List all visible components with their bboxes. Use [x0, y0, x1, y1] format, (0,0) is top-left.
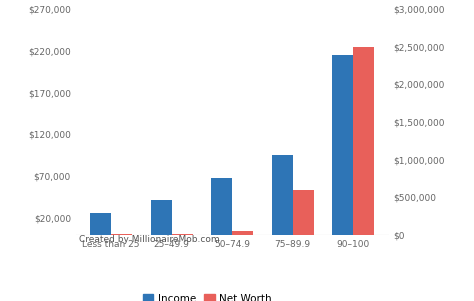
Bar [293, 190, 314, 235]
Bar [211, 178, 232, 235]
Bar [232, 231, 254, 235]
Bar [353, 47, 374, 235]
Bar [151, 200, 172, 235]
Bar [111, 234, 132, 235]
Text: Created by MillionaireMob.com: Created by MillionaireMob.com [79, 235, 219, 244]
Bar [90, 213, 111, 235]
Bar [332, 55, 353, 235]
Legend: Income, Net Worth: Income, Net Worth [139, 290, 275, 301]
Bar [272, 155, 293, 235]
Bar [172, 234, 193, 235]
